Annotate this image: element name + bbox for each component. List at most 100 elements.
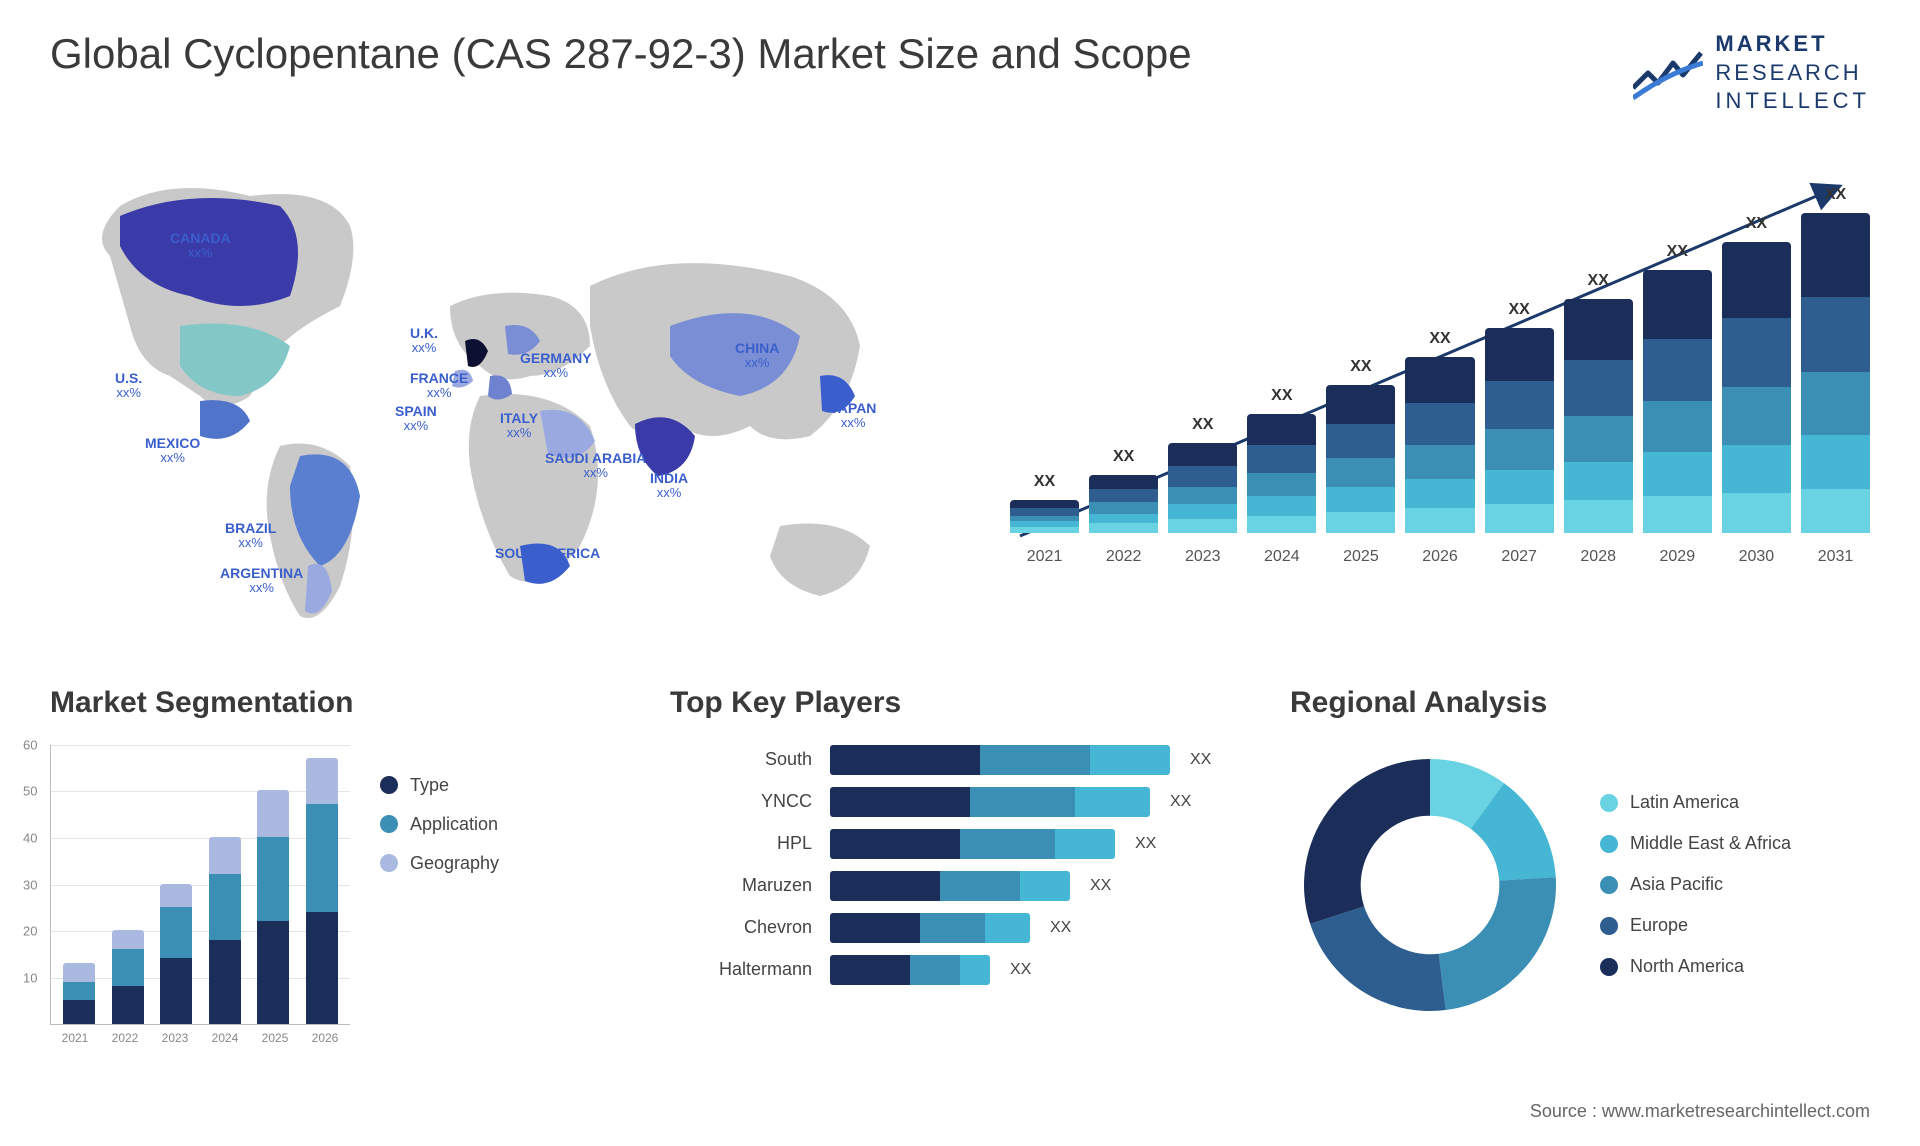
- regional-donut-chart: [1290, 745, 1570, 1025]
- map-label-italy: ITALYxx%: [500, 411, 538, 441]
- seg-ytick: 50: [23, 784, 37, 799]
- kp-name: Chevron: [670, 917, 820, 938]
- growth-col-2026: XX2026: [1405, 330, 1474, 566]
- map-label-japan: JAPANxx%: [830, 401, 876, 431]
- donut-slice-asia-pacific: [1439, 877, 1556, 1010]
- growth-col-2021: XX2021: [1010, 473, 1079, 566]
- growth-col-2031: XX 2031: [1801, 186, 1870, 566]
- kp-value: XX: [1050, 919, 1071, 937]
- logo-line2: RESEARCH: [1715, 59, 1870, 88]
- map-label-china: CHINAxx%: [735, 341, 779, 371]
- seg-ytick: 40: [23, 831, 37, 846]
- kp-row-haltermann: Haltermann XX: [670, 955, 1250, 985]
- growth-year-label: 2026: [1422, 548, 1458, 566]
- growth-value-label: XX: [1588, 272, 1609, 290]
- kp-name: South: [670, 749, 820, 770]
- regional-title: Regional Analysis: [1290, 686, 1870, 720]
- map-label-canada: CANADAxx%: [170, 231, 231, 261]
- kp-name: Haltermann: [670, 959, 820, 980]
- kp-value: XX: [1090, 877, 1111, 895]
- map-label-india: INDIAxx%: [650, 471, 688, 501]
- growth-col-2027: XX 2027: [1485, 301, 1554, 566]
- map-label-mexico: MEXICOxx%: [145, 436, 200, 466]
- growth-col-2025: XX 2025: [1326, 358, 1395, 566]
- seg-ytick: 30: [23, 877, 37, 892]
- seg-xlabel: 2025: [262, 1031, 289, 1045]
- growth-year-label: 2030: [1739, 548, 1775, 566]
- growth-col-2024: XX 2024: [1247, 387, 1316, 566]
- map-label-brazil: BRAZILxx%: [225, 521, 276, 551]
- kp-value: XX: [1135, 835, 1156, 853]
- regional-panel: Regional Analysis Latin America Middle Ea…: [1290, 686, 1870, 1116]
- world-map: CANADAxx%U.S.xx%MEXICOxx%BRAZILxx%ARGENT…: [50, 146, 950, 646]
- seg-ytick: 20: [23, 924, 37, 939]
- key-players-title: Top Key Players: [670, 686, 1250, 720]
- key-players-panel: Top Key Players SouthXXYNCCXXHPLXXMaruze…: [670, 686, 1250, 1116]
- growth-value-label: XX: [1350, 358, 1371, 376]
- growth-value-label: XX: [1746, 215, 1767, 233]
- donut-slice-europe: [1310, 906, 1446, 1011]
- seg-xlabel: 2022: [112, 1031, 139, 1045]
- seg-col-2026: [306, 758, 338, 1024]
- map-label-france: FRANCExx%: [410, 371, 468, 401]
- kp-row-yncc: YNCC XX: [670, 787, 1250, 817]
- segmentation-title: Market Segmentation: [50, 686, 630, 720]
- growth-year-label: 2022: [1106, 548, 1142, 566]
- growth-value-label: XX: [1034, 473, 1055, 491]
- ra-legend-europe: Europe: [1600, 915, 1791, 936]
- map-label-argentina: ARGENTINAxx%: [220, 566, 303, 596]
- ra-legend-latin-america: Latin America: [1600, 792, 1791, 813]
- ra-legend-north-america: North America: [1600, 956, 1791, 977]
- growth-year-label: 2023: [1185, 548, 1221, 566]
- ra-legend-asia-pacific: Asia Pacific: [1600, 874, 1791, 895]
- growth-col-2029: XX 2029: [1643, 243, 1712, 566]
- donut-slice-north-america: [1304, 759, 1430, 924]
- map-label-u-k-: U.K.xx%: [410, 326, 438, 356]
- seg-col-2024: [209, 837, 241, 1024]
- source-label: Source : www.marketresearchintellect.com: [1530, 1101, 1870, 1122]
- growth-year-label: 2025: [1343, 548, 1379, 566]
- kp-value: XX: [1190, 751, 1211, 769]
- growth-year-label: 2031: [1818, 548, 1854, 566]
- segmentation-panel: Market Segmentation 102030405060 2021202…: [50, 686, 630, 1116]
- logo-line3: INTELLECT: [1715, 87, 1870, 116]
- seg-legend-application: Application: [380, 814, 499, 835]
- brand-logo: MARKET RESEARCH INTELLECT: [1633, 30, 1870, 116]
- growth-bar-chart: XX2021XX2022XX2023XX2024XX2025XX2026XX20…: [1010, 146, 1870, 646]
- kp-value: XX: [1170, 793, 1191, 811]
- ra-legend-middle-east-africa: Middle East & Africa: [1600, 833, 1791, 854]
- growth-value-label: XX: [1825, 186, 1846, 204]
- kp-value: XX: [1010, 961, 1031, 979]
- map-label-spain: SPAINxx%: [395, 404, 437, 434]
- growth-value-label: XX: [1271, 387, 1292, 405]
- growth-value-label: XX: [1113, 448, 1134, 466]
- logo-line1: MARKET: [1715, 30, 1870, 59]
- kp-row-maruzen: MaruzenXX: [670, 871, 1250, 901]
- growth-value-label: XX: [1667, 243, 1688, 261]
- kp-name: HPL: [670, 833, 820, 854]
- seg-col-2023: [160, 884, 192, 1024]
- page-title: Global Cyclopentane (CAS 287-92-3) Marke…: [50, 30, 1192, 78]
- growth-col-2030: XX 2030: [1722, 215, 1791, 566]
- growth-value-label: XX: [1508, 301, 1529, 319]
- seg-xlabel: 2021: [62, 1031, 89, 1045]
- kp-row-chevron: Chevron XX: [670, 913, 1250, 943]
- seg-xlabel: 2024: [212, 1031, 239, 1045]
- growth-year-label: 2027: [1501, 548, 1537, 566]
- seg-legend-type: Type: [380, 775, 499, 796]
- kp-name: YNCC: [670, 791, 820, 812]
- seg-ytick: 10: [23, 971, 37, 986]
- seg-legend-geography: Geography: [380, 853, 499, 874]
- seg-xlabel: 2023: [162, 1031, 189, 1045]
- map-label-germany: GERMANYxx%: [520, 351, 592, 381]
- map-label-south-africa: SOUTH AFRICAxx%: [495, 546, 600, 576]
- growth-col-2028: XX 2028: [1564, 272, 1633, 566]
- seg-xlabel: 2026: [312, 1031, 339, 1045]
- growth-year-label: 2024: [1264, 548, 1300, 566]
- growth-col-2022: XX 2022: [1089, 448, 1158, 565]
- growth-year-label: 2028: [1580, 548, 1616, 566]
- growth-col-2023: XX2023: [1168, 416, 1237, 566]
- growth-year-label: 2029: [1660, 548, 1696, 566]
- kp-row-south: South XX: [670, 745, 1250, 775]
- seg-col-2021: [63, 963, 95, 1024]
